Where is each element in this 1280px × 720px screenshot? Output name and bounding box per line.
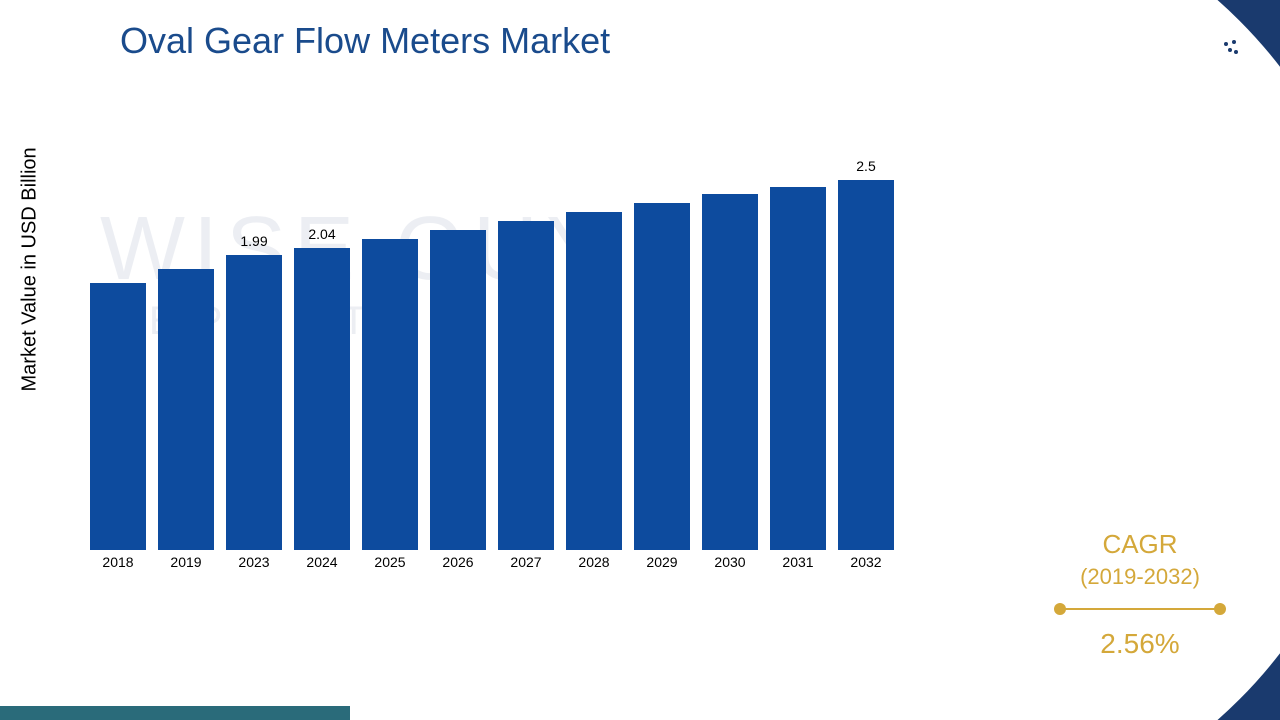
x-axis-label: 2028 (566, 554, 622, 570)
bar (90, 283, 146, 550)
brand-block: WISE GUY REPORTS (1026, 30, 1250, 88)
bar-group (158, 247, 214, 550)
bar (294, 248, 350, 550)
bar-group (702, 172, 758, 550)
x-axis-label: 2027 (498, 554, 554, 570)
cagr-divider (1060, 608, 1220, 610)
bar-group: 1.99 (226, 233, 282, 550)
cagr-period: (2019-2032) (1030, 564, 1250, 590)
x-axis-label: 2029 (634, 554, 690, 570)
bar (430, 230, 486, 550)
bar-value-label: 2.5 (856, 158, 875, 176)
brand-main-text: WISE GUY (1026, 32, 1202, 69)
chart-title: Oval Gear Flow Meters Market (120, 20, 610, 62)
bar-group (430, 208, 486, 550)
right-panel: WISE GUY REPORTS CAGR (2019-2032) 2.56% (960, 0, 1280, 720)
bottom-accent-bar (0, 706, 350, 720)
bar-group (498, 199, 554, 550)
bar (158, 269, 214, 550)
x-axis-label: 2031 (770, 554, 826, 570)
bar (838, 180, 894, 550)
cagr-value: 2.56% (1030, 628, 1250, 660)
x-axis-label: 2030 (702, 554, 758, 570)
bar-group: 2.04 (294, 226, 350, 550)
brand-main: WISE GUY (1026, 30, 1250, 70)
bar (362, 239, 418, 550)
bar (770, 187, 826, 550)
bar (702, 194, 758, 550)
x-axis-label: 2018 (90, 554, 146, 570)
bar-chart: 1.99 2.04 2.5 2018 2019 2023 2024 2025 2026 2027… (80, 150, 900, 570)
bar-group (566, 190, 622, 550)
bar-value-label: 2.04 (308, 226, 335, 244)
x-axis-label: 2025 (362, 554, 418, 570)
cagr-title: CAGR (1030, 529, 1250, 560)
bar-group (90, 261, 146, 550)
bar-group (362, 217, 418, 550)
bar (226, 255, 282, 550)
x-axis-label: 2032 (838, 554, 894, 570)
bar-group: 2.5 (838, 158, 894, 550)
cagr-block: CAGR (2019-2032) 2.56% (1030, 529, 1250, 660)
x-axis-label: 2019 (158, 554, 214, 570)
bar-group (634, 181, 690, 550)
bar-group (770, 165, 826, 550)
brand-sub: REPORTS (1026, 72, 1250, 88)
head-icon (1210, 30, 1250, 70)
bar (498, 221, 554, 550)
x-axis-label: 2024 (294, 554, 350, 570)
x-axis-label: 2026 (430, 554, 486, 570)
chart-container: Oval Gear Flow Meters Market Market Valu… (0, 0, 1280, 720)
bar (566, 212, 622, 550)
bar (634, 203, 690, 550)
y-axis-label: Market Value in USD Billion (19, 147, 42, 391)
bar-value-label: 1.99 (240, 233, 267, 251)
x-axis-label: 2023 (226, 554, 282, 570)
